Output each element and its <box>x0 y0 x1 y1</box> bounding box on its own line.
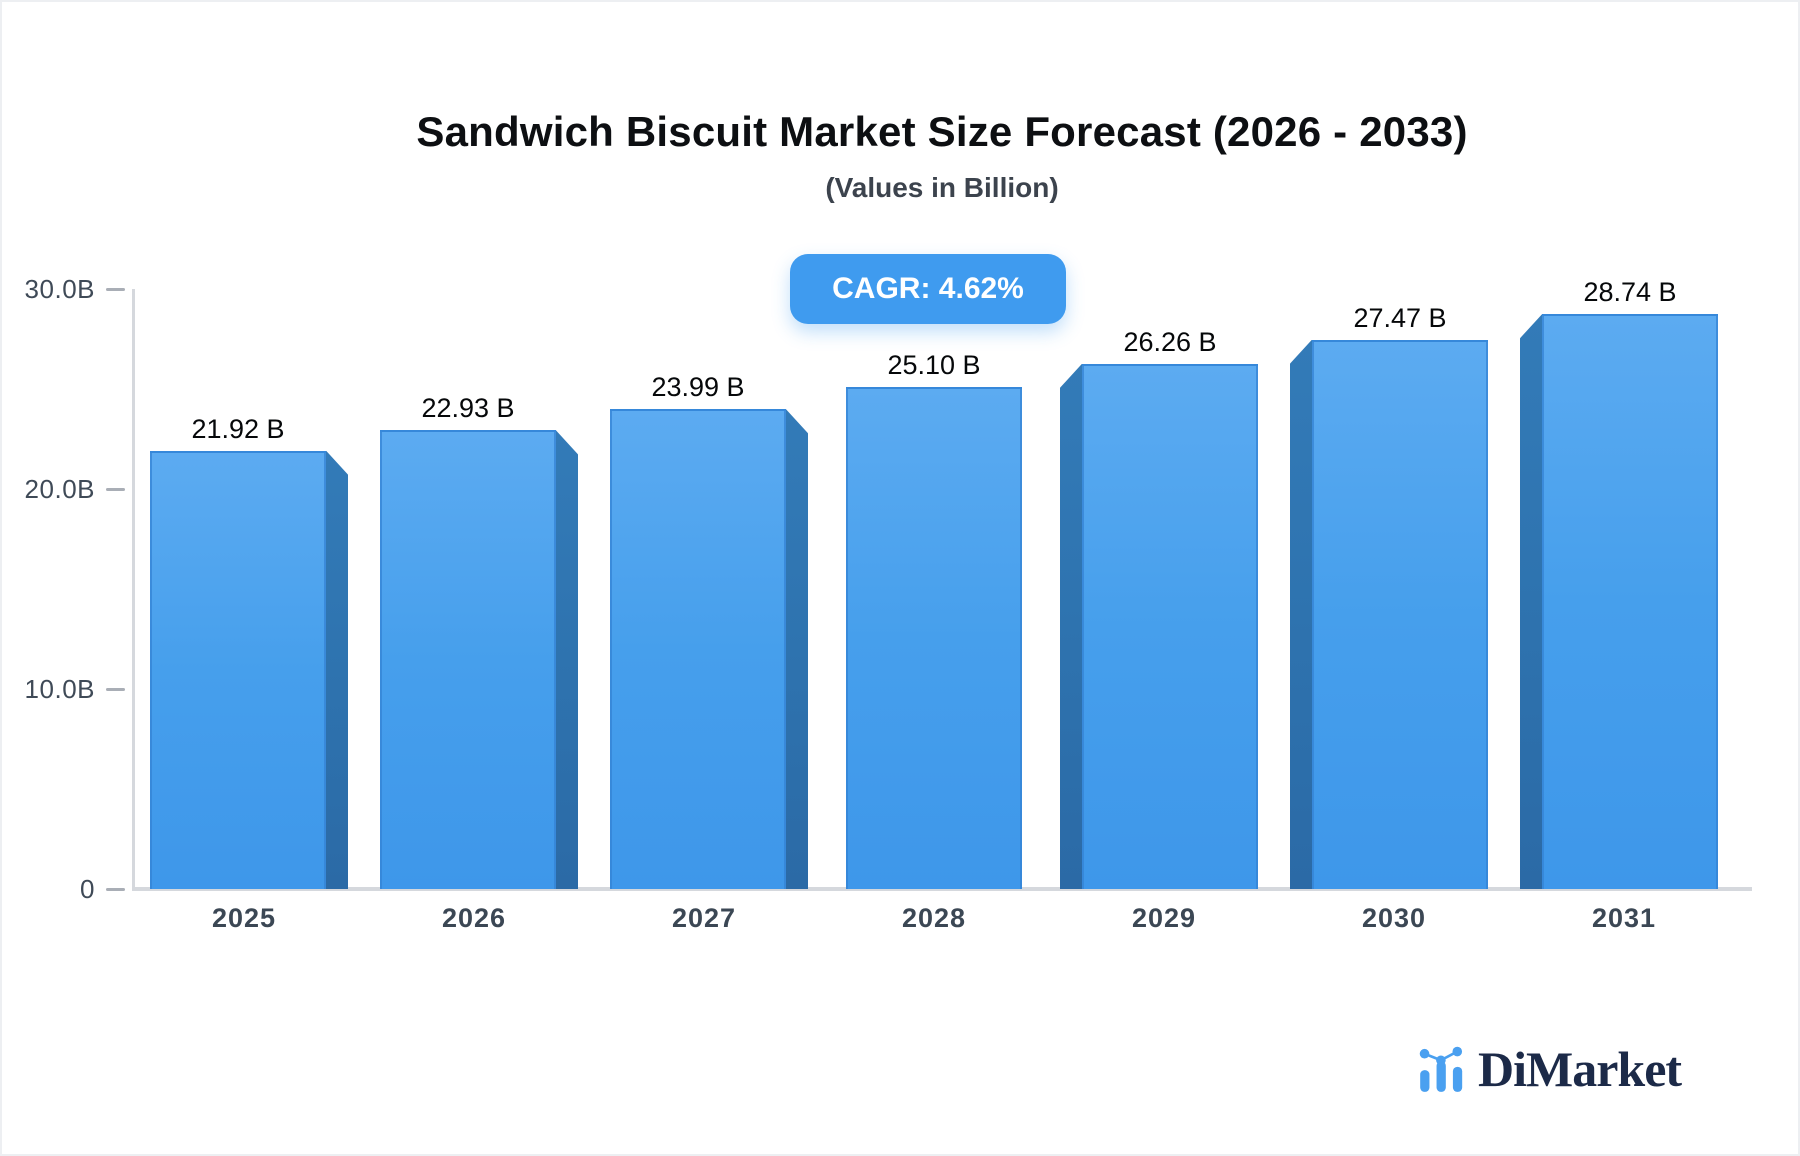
x-axis-tick-label: 2029 <box>1131 903 1197 933</box>
bar-3d-side <box>1290 339 1312 889</box>
bar-2031 <box>1542 314 1718 889</box>
bar-3d-side <box>1520 314 1542 889</box>
bar-value-label: 27.47 B <box>1353 302 1447 333</box>
bar-value-label: 23.99 B <box>651 372 745 403</box>
bar-value-label: 26.26 B <box>1123 326 1217 357</box>
x-axis-tick-label: 2025 <box>211 903 277 933</box>
bar-3d-side <box>556 430 578 889</box>
bar-3d-side <box>786 409 808 889</box>
brand-logo-text: DiMarket <box>1478 1041 1682 1097</box>
chart-subtitle: (Values in Billion) <box>825 172 1059 203</box>
x-axis-baseline <box>132 887 1752 891</box>
y-axis-tick-mark <box>106 488 125 491</box>
bar-2025 <box>150 450 326 889</box>
y-axis-tick-label: 10.0B <box>24 674 95 704</box>
y-axis-tick-label: 30.0B <box>24 274 95 304</box>
y-axis-tick-mark <box>106 888 125 891</box>
y-axis-tick-label: 20.0B <box>24 474 95 504</box>
bar-value-label: 28.74 B <box>1583 277 1677 308</box>
bar-2027 <box>610 409 786 889</box>
brand-logo: DiMarket <box>1418 1040 1682 1098</box>
bar-2026 <box>380 430 556 889</box>
y-axis-tick-mark <box>106 288 125 291</box>
x-axis-tick-label: 2031 <box>1591 903 1657 933</box>
y-axis-tick-label: 0 <box>80 874 95 904</box>
y-axis-line <box>132 289 135 889</box>
y-axis-tick-mark <box>106 688 125 691</box>
bar-2028 <box>846 387 1022 889</box>
bar-value-label: 22.93 B <box>421 393 515 424</box>
x-axis-tick-label: 2030 <box>1361 903 1427 933</box>
cagr-badge-label: CAGR: 4.62% <box>832 272 1024 305</box>
x-axis-tick-label: 2026 <box>441 903 507 933</box>
bar-chart-logo-icon <box>1419 1046 1463 1092</box>
bar-value-label: 25.10 B <box>887 350 981 380</box>
bar-3d-side <box>1060 363 1082 889</box>
chart-title: Sandwich Biscuit Market Size Forecast (2… <box>416 108 1468 155</box>
bar-2030 <box>1312 339 1488 889</box>
bar-2029 <box>1082 363 1258 889</box>
x-axis-tick-label: 2028 <box>901 903 967 933</box>
x-axis-tick-label: 2027 <box>671 903 737 933</box>
cagr-badge: CAGR: 4.62% <box>790 254 1066 324</box>
bar-value-label: 21.92 B <box>191 413 285 444</box>
bar-3d-side <box>326 450 348 889</box>
